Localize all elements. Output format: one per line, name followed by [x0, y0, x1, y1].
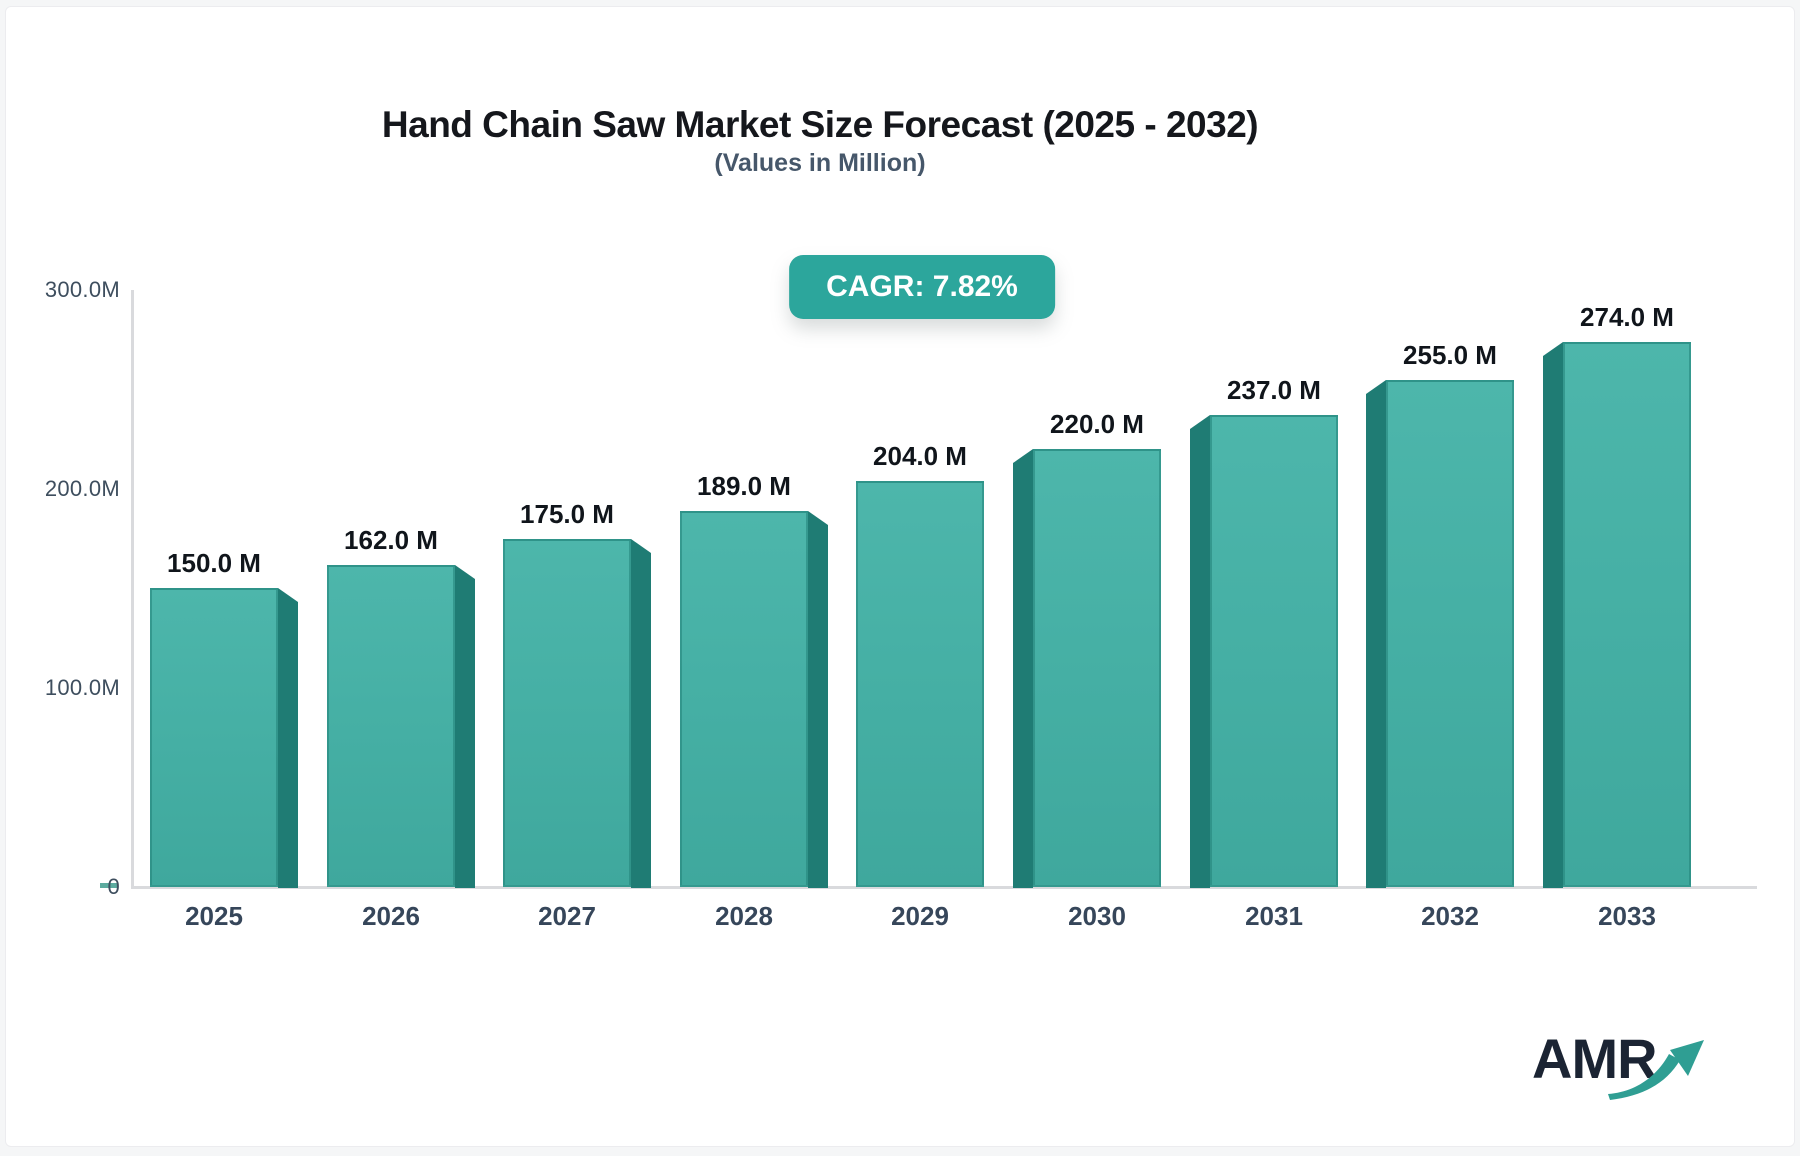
- bar-2033: [1563, 342, 1691, 887]
- amr-logo: AMR: [1532, 1026, 1712, 1116]
- y-axis-line: [131, 290, 134, 889]
- cagr-badge: CAGR: 7.82%: [789, 255, 1055, 319]
- y-tick-label: 0: [107, 874, 120, 899]
- x-tick-label: 2026: [362, 901, 420, 931]
- chart-title: Hand Chain Saw Market Size Forecast (202…: [381, 104, 1259, 145]
- y-tick-label: 200.0M: [44, 476, 120, 501]
- bar-3d-side: [631, 539, 651, 888]
- bar-value-label: 237.0 M: [1227, 375, 1321, 405]
- bar-2030: [1033, 449, 1161, 887]
- bar-value-label: 255.0 M: [1403, 340, 1497, 370]
- bar-value-label: 189.0 M: [697, 471, 791, 501]
- bar-2031: [1210, 415, 1338, 887]
- x-tick-label: 2028: [715, 901, 773, 931]
- bar-value-label: 274.0 M: [1580, 302, 1674, 332]
- bar-value-label: 150.0 M: [167, 548, 261, 578]
- bar-3d-side: [1013, 449, 1033, 888]
- y-tick-label: 300.0M: [44, 277, 120, 302]
- x-tick-label: 2027: [538, 901, 596, 931]
- x-tick-label: 2029: [891, 901, 949, 931]
- bar-3d-side: [808, 511, 828, 888]
- bar-3d-side: [1366, 380, 1386, 888]
- y-tick-label: 100.0M: [44, 675, 120, 700]
- x-tick-label: 2030: [1068, 901, 1126, 931]
- bar-2029: [856, 481, 984, 887]
- bar-2028: [680, 511, 808, 887]
- bar-value-label: 162.0 M: [344, 525, 438, 555]
- x-tick-label: 2033: [1598, 901, 1656, 931]
- bar-2032: [1386, 380, 1514, 887]
- amr-logo-text: AMR: [1532, 1027, 1658, 1090]
- bar-value-label: 175.0 M: [520, 499, 614, 529]
- x-axis-line: [131, 886, 1757, 889]
- growth-arrow-icon: [1608, 1040, 1704, 1100]
- bar-2027: [503, 539, 631, 887]
- x-tick-label: 2032: [1421, 901, 1479, 931]
- x-tick-label: 2031: [1245, 901, 1303, 931]
- x-tick-label: 2025: [185, 901, 243, 931]
- chart-subtitle: (Values in Million): [714, 149, 926, 177]
- zero-tick-mark: [100, 883, 118, 888]
- bar-value-label: 220.0 M: [1050, 409, 1144, 439]
- bar-3d-side: [1543, 342, 1563, 888]
- bar-2026: [327, 565, 455, 887]
- bar-3d-side: [455, 565, 475, 888]
- bar-value-label: 204.0 M: [873, 441, 967, 471]
- bar-3d-side: [1190, 415, 1210, 888]
- cagr-badge-label: CAGR: 7.82%: [826, 270, 1018, 303]
- bar-2025: [150, 588, 278, 887]
- bar-3d-side: [278, 588, 298, 888]
